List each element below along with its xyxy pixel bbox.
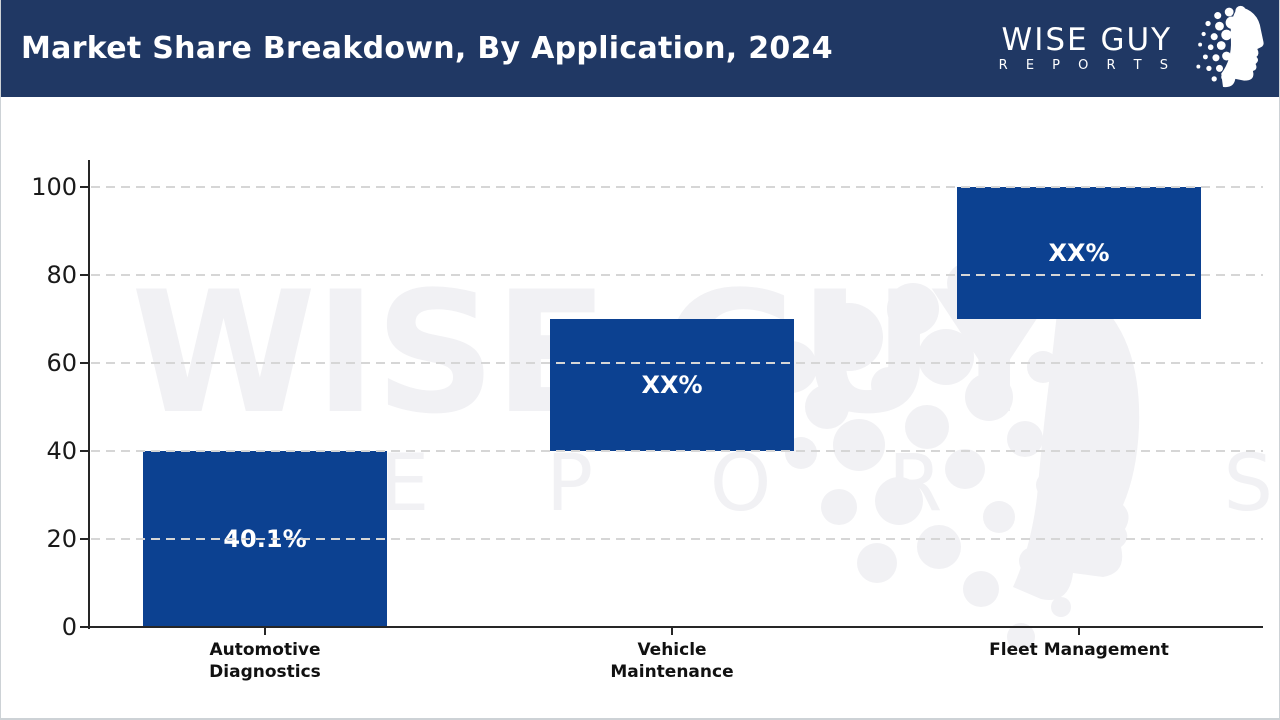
y-tick-mark [80,538,89,540]
y-tick-label: 100 [31,173,77,201]
x-category-label-line: Automotive [209,640,321,660]
y-tick-mark [80,362,89,364]
y-tick-mark [80,186,89,188]
x-category-label-line: Vehicle [637,640,707,660]
logo-reports-text: R E P O R T S [998,58,1175,74]
x-category-label: Fleet Management [959,639,1199,661]
bar: XX% [957,187,1201,319]
y-tick-label: 80 [46,261,77,289]
header-bar: Market Share Breakdown, By Application, … [1,0,1279,97]
x-tick-mark [264,628,266,635]
gridline [91,186,1263,188]
y-tick-mark [80,274,89,276]
x-category-label: Automotive Diagnostics [145,639,385,683]
y-tick-label: 20 [46,525,77,553]
y-axis-line [88,160,90,629]
bar-value-label: XX% [1048,239,1110,267]
y-tick-mark [80,450,89,452]
y-tick-label: 40 [46,437,77,465]
logo-wordmark: WISE GUY [1001,21,1173,58]
bar: XX% [550,319,794,451]
x-category-label-line: Maintenance [610,662,734,682]
x-category-label: Vehicle Maintenance [552,639,792,683]
wiseguy-logo: WISE GUY R E P O R T S [999,5,1267,93]
x-category-label-line: Fleet Management [989,640,1169,660]
x-tick-mark [671,628,673,635]
y-tick-label: 60 [46,349,77,377]
x-category-label-line: Diagnostics [209,662,321,682]
x-axis-line [88,626,1263,628]
gridline [91,274,1263,276]
y-tick-mark [80,626,89,628]
gridline [91,362,1263,364]
chart-area: WISE GUY R E P O R T S [1,97,1279,720]
x-tick-mark [1078,628,1080,635]
gridline [91,538,1263,540]
bar-value-label: XX% [641,371,703,399]
page-title: Market Share Breakdown, By Application, … [21,31,833,66]
bottom-edge-line [1,718,1279,720]
y-tick-label: 0 [61,613,77,641]
dotted-head-profile-icon [1196,5,1264,87]
logo-wordmark-block: WISE GUY R E P O R T S [999,24,1175,74]
gridline [91,450,1263,452]
